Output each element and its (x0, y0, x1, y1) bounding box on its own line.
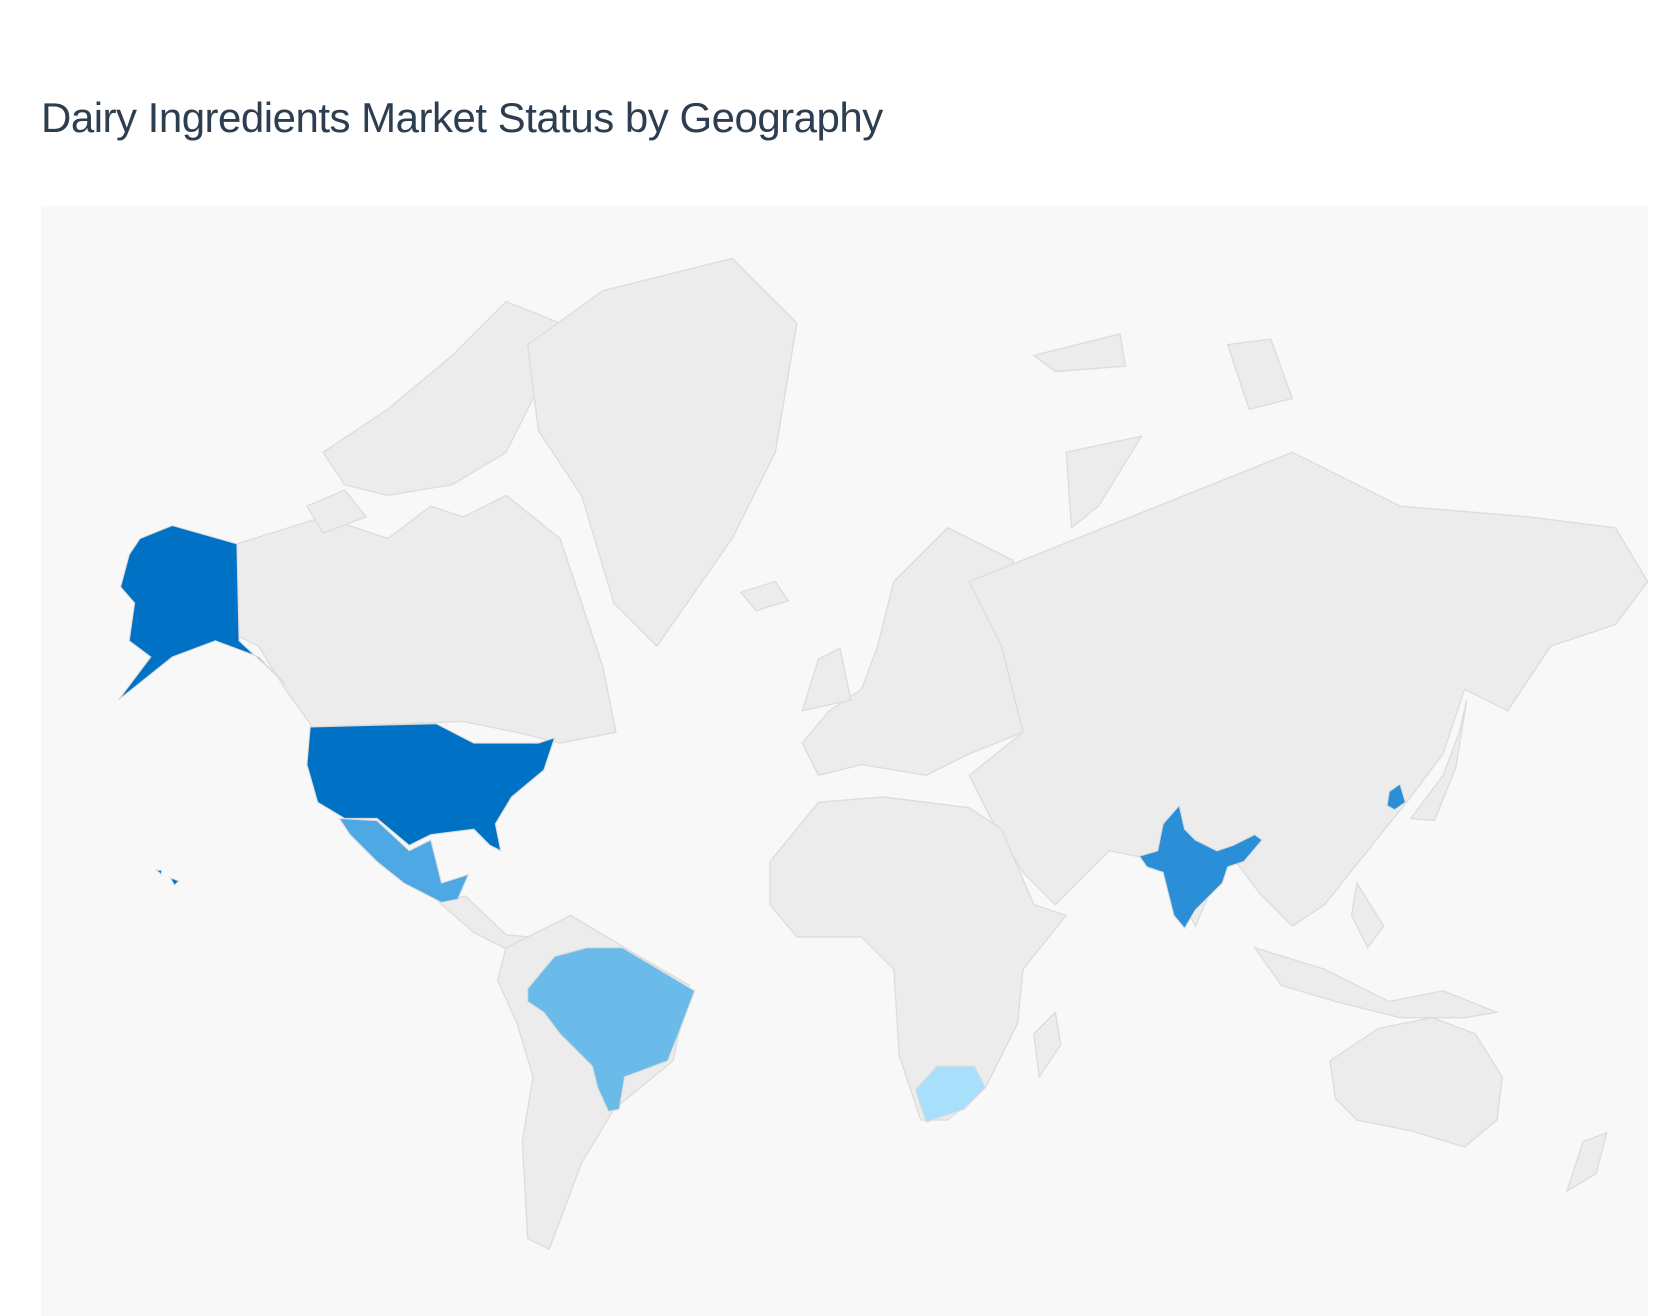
country-india[interactable] (1138, 804, 1263, 930)
land-canada[interactable] (236, 494, 617, 744)
land-central-america[interactable] (438, 895, 532, 951)
land-uk (801, 647, 852, 712)
land-australia[interactable] (1329, 1017, 1503, 1148)
land-arctic-islands (322, 300, 561, 497)
country-south-korea[interactable] (1386, 783, 1407, 811)
country-brazil[interactable] (527, 947, 696, 1112)
land-southeast-asia (1252, 881, 1500, 1019)
country-usa-hawaii[interactable] (154, 869, 180, 887)
land-africa[interactable] (769, 796, 1068, 1121)
country-mexico[interactable] (338, 817, 470, 904)
country-south-africa[interactable] (914, 1065, 987, 1123)
base-land (236, 257, 1649, 1251)
country-usa[interactable] (306, 723, 556, 852)
land-japan (1409, 699, 1468, 822)
land-arctic-islands-2 (305, 489, 368, 534)
land-madagascar (1033, 1010, 1062, 1079)
world-map (41, 206, 1649, 1316)
page-title: Dairy Ingredients Market Status by Geogr… (41, 94, 883, 141)
land-greenland[interactable] (527, 257, 798, 648)
land-new-zealand (1565, 1131, 1608, 1193)
land-siberian-islands (1032, 333, 1294, 529)
land-iceland (739, 580, 790, 612)
country-usa-alaska[interactable] (118, 524, 286, 701)
highlighted-countries (118, 524, 1407, 1123)
